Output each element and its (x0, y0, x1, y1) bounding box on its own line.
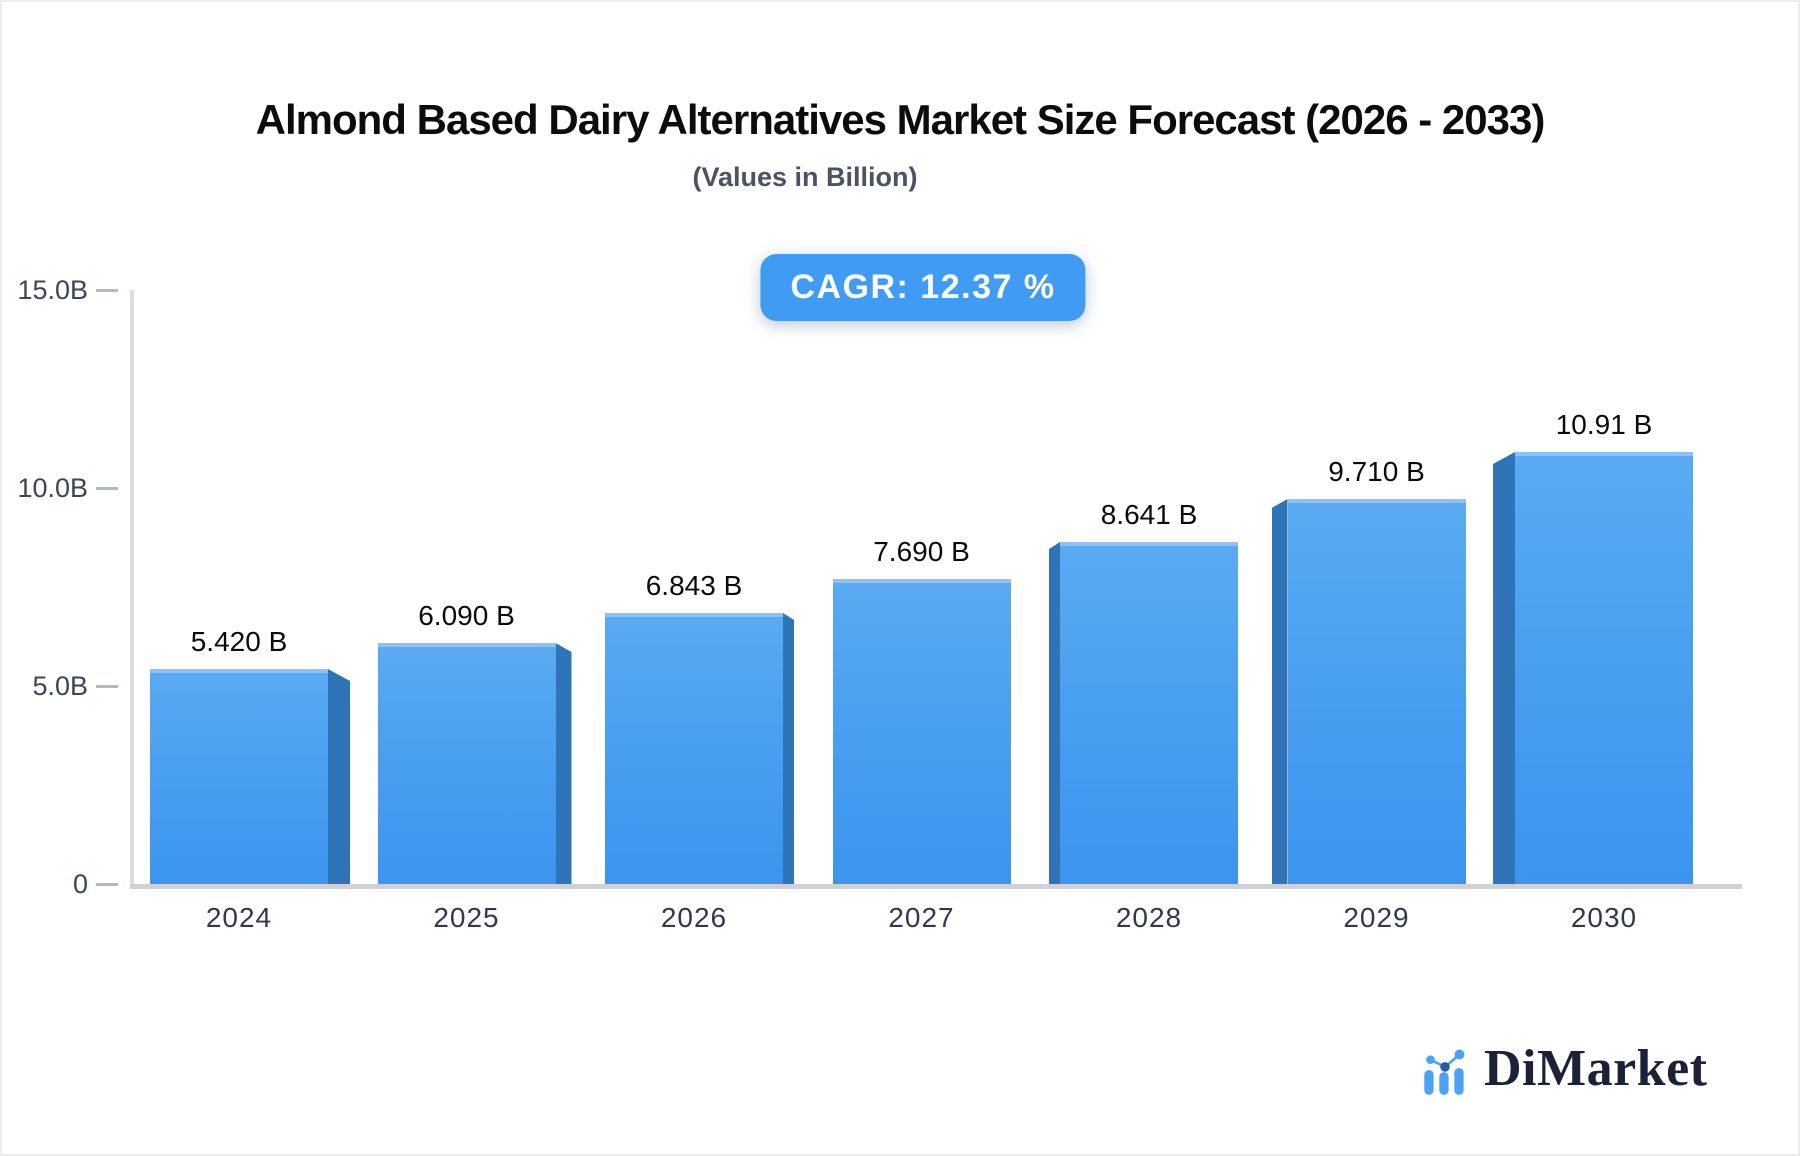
value-label-2029: 9.710 B (1328, 456, 1425, 487)
bar-side-2026 (783, 613, 794, 884)
bar-top-highlight (832, 579, 1011, 583)
bar-side-2025 (555, 643, 572, 884)
bar-top-highlight (1060, 542, 1238, 546)
value-label-2024: 5.420 B (190, 626, 288, 657)
dimarket-logo-text: DiMarket (1484, 1040, 1708, 1097)
chart-subtitle-text: (Values in Billion) (692, 162, 918, 192)
y-tick-label-15.0B: 15.0B (17, 275, 88, 305)
bar-2028 (1060, 542, 1238, 884)
y-axis-line (130, 290, 134, 884)
year-label-2030: 2030 (1570, 902, 1638, 933)
bar-2027 (832, 579, 1011, 884)
dimarket-logo: DiMarket (1420, 1040, 1707, 1098)
bar-side-2029 (1271, 499, 1288, 884)
bar-top-highlight (1515, 452, 1693, 456)
value-label-2026: 6.843 B (645, 570, 743, 601)
y-tick-dash-10.0B (96, 487, 118, 490)
bar-top-highlight (1287, 499, 1466, 503)
chart-subtitle: (Values in Billion) (0, 162, 1800, 193)
value-label-2025: 6.090 B (418, 600, 515, 631)
year-label-2026: 2026 (660, 902, 728, 933)
bar-chart-trend-icon (1424, 1049, 1465, 1095)
bar-top-highlight (150, 669, 328, 673)
bar-side-2028 (1049, 542, 1060, 884)
y-tick-label-5.0B: 5.0B (32, 671, 88, 701)
bar-2026 (605, 613, 783, 884)
year-label-2027: 2027 (888, 902, 955, 933)
y-tick-dash-5.0B (96, 685, 118, 688)
y-tick-label-10.0B: 10.0B (17, 473, 88, 503)
bar-side-2030 (1493, 452, 1515, 884)
bar-2030 (1515, 452, 1693, 884)
y-tick-dash-15.0B (96, 289, 118, 292)
bar-top-highlight (377, 643, 556, 647)
chart-title: Almond Based Dairy Alternatives Market S… (255, 96, 1546, 143)
value-label-2027: 7.690 B (873, 536, 970, 567)
bar-2029 (1287, 499, 1466, 884)
year-label-2028: 2028 (1115, 902, 1183, 933)
bar-top-highlight (605, 613, 783, 617)
year-label-2029: 2029 (1343, 902, 1410, 933)
y-tick-dash-0 (96, 883, 118, 886)
year-label-2024: 2024 (205, 902, 273, 933)
cagr-badge: CAGR: 12.37 % (760, 254, 1086, 321)
bar-2024 (150, 669, 328, 884)
value-label-2028: 8.641 B (1100, 499, 1198, 530)
y-tick-label-0: 0 (72, 869, 88, 899)
x-axis-baseline (130, 884, 1742, 889)
year-label-2025: 2025 (433, 902, 500, 933)
bar-side-2024 (328, 669, 350, 884)
bar-2025 (377, 643, 556, 884)
value-label-2030: 10.91 B (1555, 409, 1653, 440)
